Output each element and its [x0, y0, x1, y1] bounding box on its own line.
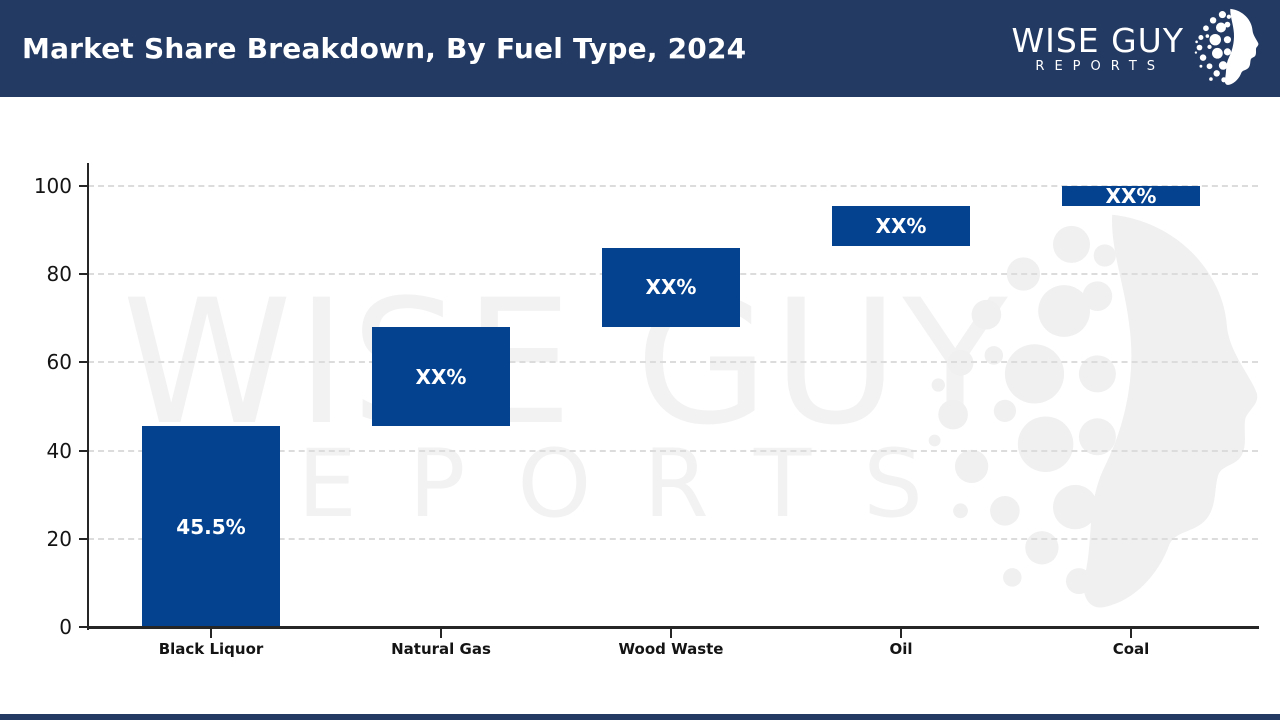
y-tick-label-0: 0 — [59, 615, 72, 639]
y-tick-mark-100 — [79, 185, 88, 187]
bar-wood-waste: XX% — [602, 247, 740, 328]
bar-value-label: XX% — [875, 213, 927, 238]
bar-value-label: XX% — [645, 275, 697, 300]
bar-value-label: XX% — [1105, 183, 1157, 208]
chart-title: Market Share Breakdown, By Fuel Type, 20… — [22, 32, 747, 65]
y-tick-mark-20 — [79, 537, 88, 540]
x-category-label-wood-waste: Wood Waste — [618, 640, 724, 658]
gridline-20 — [88, 537, 1258, 540]
y-tick-label-100: 100 — [33, 174, 72, 198]
y-axis-line — [87, 163, 89, 630]
x-tick-mark-1 — [210, 629, 212, 638]
x-tick-mark-3 — [670, 629, 672, 638]
y-tick-mark-60 — [79, 361, 88, 364]
brand-text: WISE GUY REPORTS — [1011, 24, 1184, 73]
bar-coal: XX% — [1062, 186, 1200, 206]
bar-value-label: XX% — [415, 364, 467, 389]
y-tick-mark-80 — [79, 273, 88, 276]
x-category-label-natural-gas: Natural Gas — [391, 640, 491, 658]
bar-oil: XX% — [832, 205, 970, 246]
brand-subtitle: REPORTS — [1035, 59, 1166, 74]
watermark-text-line2: REPORTS — [180, 430, 975, 539]
y-tick-mark-40 — [79, 449, 88, 452]
x-tick-mark-2 — [440, 629, 442, 638]
y-tick-label-20: 20 — [46, 526, 72, 551]
y-tick-label-80: 80 — [46, 262, 72, 287]
x-axis-line — [87, 626, 1259, 629]
head-profile-icon — [1186, 6, 1266, 92]
x-tick-mark-5 — [1130, 629, 1132, 638]
x-tick-mark-4 — [900, 629, 902, 638]
brand-logo: WISE GUY REPORTS — [1011, 6, 1266, 92]
gridline-100 — [88, 185, 1258, 187]
x-category-label-oil: Oil — [889, 640, 913, 658]
x-category-label-black-liquor: Black Liquor — [158, 640, 264, 658]
brand-name: WISE GUY — [1011, 21, 1184, 60]
gridline-40 — [88, 449, 1258, 452]
bar-natural-gas: XX% — [372, 327, 510, 427]
footer-bar — [0, 714, 1280, 720]
bar-value-label: 45.5% — [176, 514, 246, 539]
gridline-60 — [88, 361, 1258, 364]
watermark-head-icon — [905, 192, 1275, 652]
y-tick-label-60: 60 — [46, 350, 72, 375]
x-category-label-coal: Coal — [1112, 640, 1150, 658]
y-tick-mark-0 — [79, 626, 88, 628]
header-bar: Market Share Breakdown, By Fuel Type, 20… — [0, 0, 1280, 97]
bar-black-liquor: 45.5% — [142, 426, 280, 627]
y-tick-label-40: 40 — [46, 438, 72, 463]
